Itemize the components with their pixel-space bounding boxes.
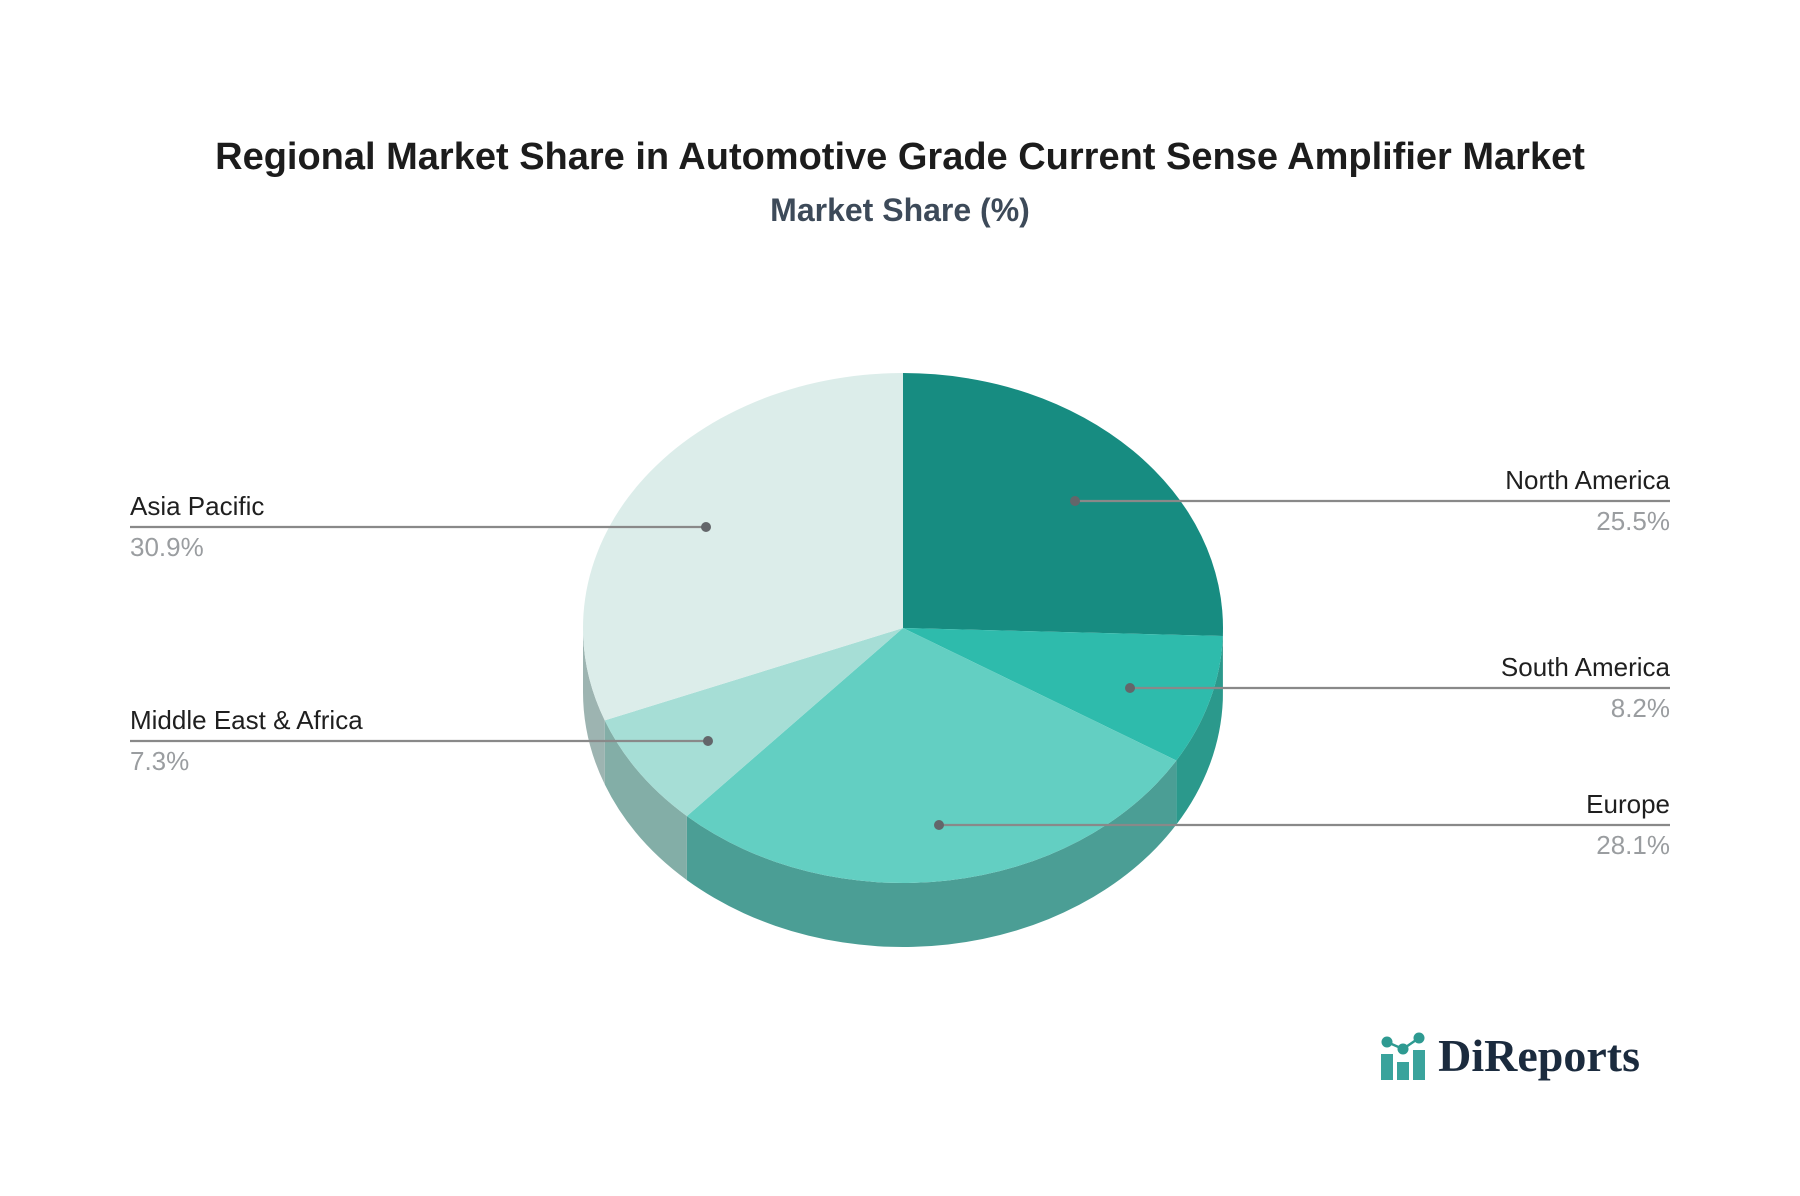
chart-title: Regional Market Share in Automotive Grad… [215, 136, 1585, 178]
slice-label: South America [1500, 652, 1670, 682]
slice-percentage: 28.1% [1596, 830, 1670, 860]
pie-slice-north-america [903, 373, 1223, 637]
direports-logo: DiReports [1378, 1022, 1640, 1090]
pie-slice-europe [686, 628, 1177, 883]
chart-subtitle: Market Share (%) [770, 192, 1030, 228]
slice-label: North America [1505, 465, 1670, 495]
pie-slice-south-america [903, 628, 1223, 761]
slice-percentage: 30.9% [130, 532, 204, 562]
pie-slice-side-south-america [1176, 636, 1223, 825]
leader-dot-south-america [1125, 683, 1135, 693]
pie-slice-side-asia-pacific [583, 628, 605, 785]
label-north-america: North America 25.5% [1210, 465, 1670, 535]
slice-percentage: 8.2% [1610, 693, 1670, 723]
slice-percentage: 25.5% [1596, 506, 1670, 536]
pie-slice-asia-pacific [582, 373, 903, 721]
pie-slice-side-europe [686, 760, 1177, 947]
leader-dot-europe [934, 820, 944, 830]
slice-label: Middle East & Africa [130, 705, 363, 735]
pie-slice-middle-east-africa [604, 628, 903, 817]
slice-percentage: 7.3% [130, 746, 190, 776]
label-europe: Europe 28.1% [1210, 789, 1670, 859]
bar-chart-logo-icon [1381, 1032, 1426, 1080]
pie-slice-side-middle-east-africa [604, 720, 687, 881]
leader-dot-middle-east-africa [703, 736, 713, 746]
slice-label: Asia Pacific [130, 491, 265, 521]
leader-dot-asia-pacific [701, 522, 711, 532]
label-asia-pacific: Asia Pacific 30.9% [130, 491, 590, 561]
label-middle-east-africa: Middle East & Africa 7.3% [130, 705, 590, 775]
slice-label: Europe [1586, 789, 1670, 819]
leader-dot-north-america [1070, 496, 1080, 506]
logo-text: DiReports [1438, 1030, 1640, 1081]
label-south-america: South America 8.2% [1210, 652, 1670, 722]
